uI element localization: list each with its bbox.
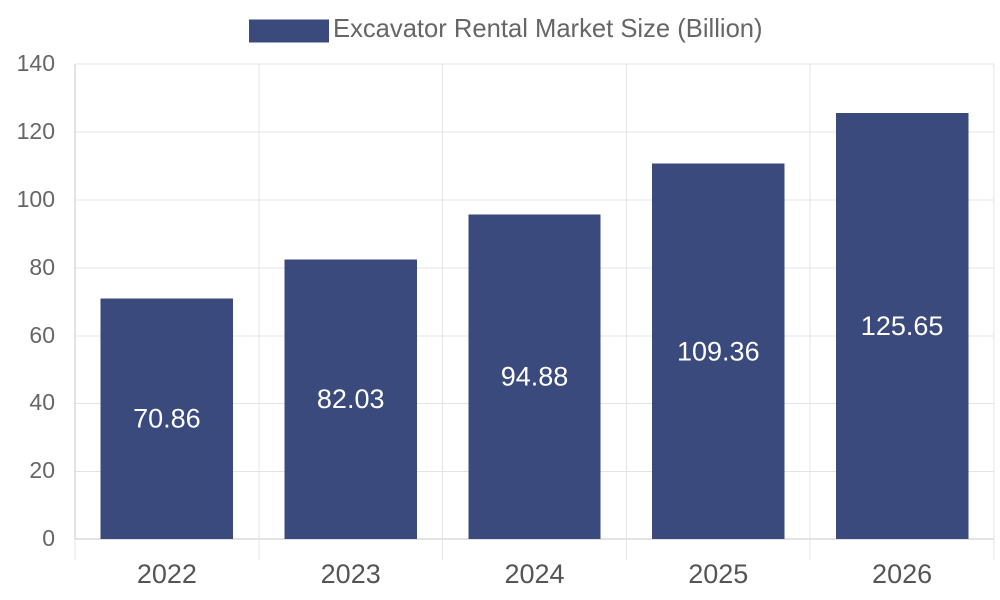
svg-text:2025: 2025 (688, 559, 748, 589)
svg-text:82.03: 82.03 (317, 384, 385, 414)
svg-text:2022: 2022 (137, 559, 197, 589)
svg-text:0: 0 (42, 525, 55, 551)
svg-text:70.86: 70.86 (133, 404, 201, 434)
svg-text:Excavator Rental Market Size (: Excavator Rental Market Size (Billion) (333, 15, 763, 43)
svg-text:100: 100 (17, 186, 55, 212)
svg-text:40: 40 (29, 389, 55, 415)
svg-text:120: 120 (17, 118, 55, 144)
svg-text:94.88: 94.88 (501, 362, 569, 392)
svg-text:2024: 2024 (504, 559, 564, 589)
svg-text:109.36: 109.36 (677, 336, 760, 366)
svg-text:2023: 2023 (321, 559, 381, 589)
svg-text:140: 140 (17, 50, 55, 76)
svg-text:2026: 2026 (872, 559, 932, 589)
svg-text:60: 60 (29, 322, 55, 348)
svg-text:80: 80 (29, 254, 55, 280)
svg-text:125.65: 125.65 (861, 311, 944, 341)
svg-text:20: 20 (29, 457, 55, 483)
